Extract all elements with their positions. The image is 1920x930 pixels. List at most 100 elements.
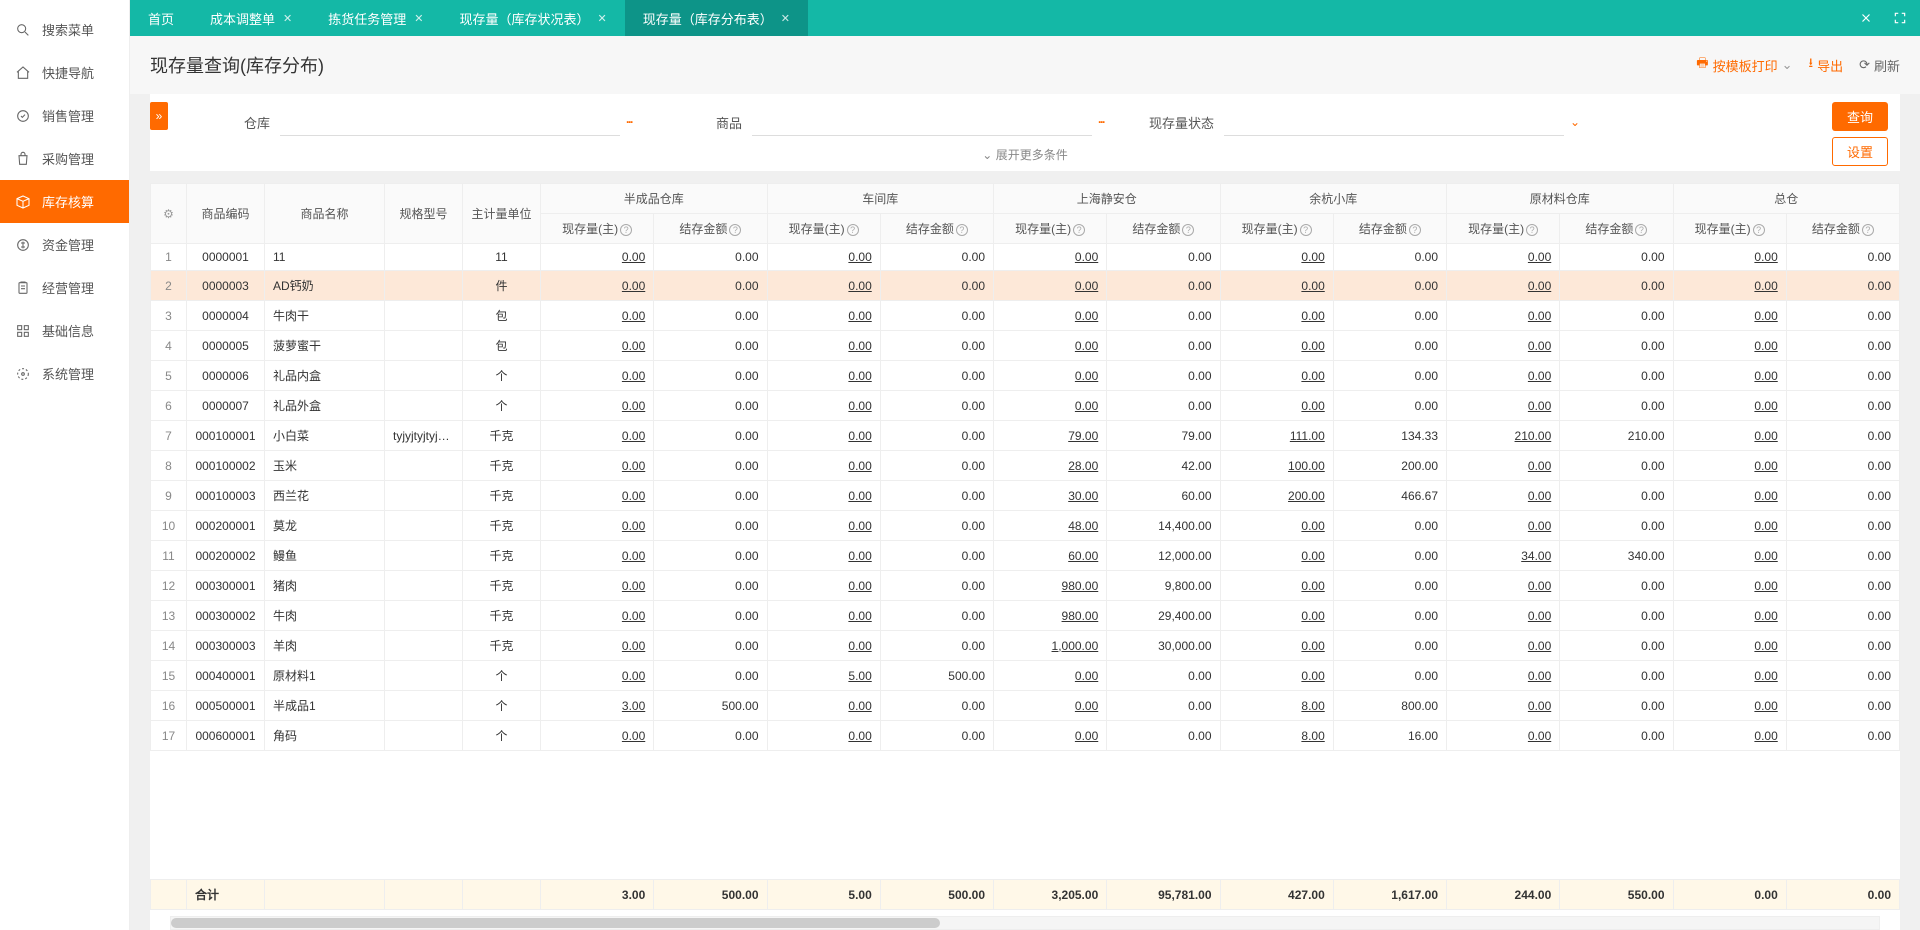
cell-value[interactable]: 0.00 (1447, 511, 1560, 541)
cell-value[interactable]: 0.00 (1220, 601, 1333, 631)
cell-value[interactable]: 0.00 (541, 511, 654, 541)
table-row[interactable]: 14000300003羊肉千克0.000.000.000.001,000.003… (151, 631, 1900, 661)
table-row[interactable]: 13000300002牛肉千克0.000.000.000.00980.0029,… (151, 601, 1900, 631)
cell-value[interactable]: 200.00 (1220, 481, 1333, 511)
cell-value[interactable]: 980.00 (994, 601, 1107, 631)
sidebar-item-search[interactable]: 搜索菜单 (0, 8, 129, 51)
cell-value[interactable]: 0.00 (541, 481, 654, 511)
gear-icon[interactable]: ⚙ (163, 207, 174, 221)
table-row[interactable]: 7000100001小白菜tyjyjtyjtyjdf...千克0.000.000… (151, 421, 1900, 451)
cell-value[interactable]: 0.00 (994, 661, 1107, 691)
cell-value[interactable]: 0.00 (1220, 244, 1333, 271)
cell-value[interactable]: 0.00 (1220, 331, 1333, 361)
cell-value[interactable]: 3.00 (541, 691, 654, 721)
cell-value[interactable]: 0.00 (1673, 391, 1786, 421)
warehouse-picker-icon[interactable]: ··· (626, 115, 632, 129)
cell-value[interactable]: 28.00 (994, 451, 1107, 481)
cell-value[interactable]: 0.00 (1220, 391, 1333, 421)
horizontal-scrollbar[interactable] (170, 916, 1880, 930)
cell-value[interactable]: 0.00 (767, 721, 880, 751)
cell-value[interactable]: 0.00 (1673, 301, 1786, 331)
sidebar-item-clipboard[interactable]: 经营管理 (0, 266, 129, 309)
sidebar-item-coin[interactable]: 资金管理 (0, 223, 129, 266)
close-icon[interactable]: ✕ (283, 12, 292, 25)
cell-value[interactable]: 0.00 (1673, 244, 1786, 271)
cell-value[interactable]: 0.00 (1220, 631, 1333, 661)
cell-value[interactable]: 0.00 (1220, 541, 1333, 571)
cell-value[interactable]: 0.00 (767, 511, 880, 541)
help-icon[interactable]: ? (1300, 224, 1312, 236)
cell-value[interactable]: 0.00 (1673, 721, 1786, 751)
close-icon[interactable]: ✕ (414, 12, 423, 25)
table-row[interactable]: 17000600001角码个0.000.000.000.000.000.008.… (151, 721, 1900, 751)
cell-value[interactable]: 0.00 (1220, 661, 1333, 691)
sidebar-item-grid[interactable]: 基础信息 (0, 309, 129, 352)
cell-value[interactable]: 0.00 (1220, 301, 1333, 331)
cell-value[interactable]: 0.00 (767, 361, 880, 391)
sidebar-item-bag[interactable]: 采购管理 (0, 137, 129, 180)
sidebar-item-home[interactable]: 快捷导航 (0, 51, 129, 94)
cell-value[interactable]: 0.00 (541, 271, 654, 301)
table-row[interactable]: 40000005菠萝蜜干包0.000.000.000.000.000.000.0… (151, 331, 1900, 361)
cell-value[interactable]: 0.00 (1673, 451, 1786, 481)
cell-value[interactable]: 0.00 (767, 301, 880, 331)
cell-value[interactable]: 0.00 (1447, 331, 1560, 361)
cell-value[interactable]: 0.00 (994, 721, 1107, 751)
cell-value[interactable]: 5.00 (767, 661, 880, 691)
cell-value[interactable]: 0.00 (1673, 571, 1786, 601)
cell-value[interactable]: 0.00 (1447, 361, 1560, 391)
cell-value[interactable]: 0.00 (767, 541, 880, 571)
status-dropdown-icon[interactable]: ⌄ (1570, 115, 1580, 129)
cell-value[interactable]: 0.00 (994, 271, 1107, 301)
table-row[interactable]: 30000004牛肉干包0.000.000.000.000.000.000.00… (151, 301, 1900, 331)
tab-fullscreen-icon[interactable] (1888, 6, 1912, 30)
cell-value[interactable]: 0.00 (767, 271, 880, 301)
cell-value[interactable]: 0.00 (1673, 481, 1786, 511)
cell-value[interactable]: 0.00 (541, 331, 654, 361)
refresh-button[interactable]: ⟳ 刷新 (1859, 56, 1900, 75)
help-icon[interactable]: ? (956, 224, 968, 236)
product-picker-icon[interactable]: ··· (1098, 115, 1104, 129)
help-icon[interactable]: ? (1526, 224, 1538, 236)
cell-value[interactable]: 0.00 (1673, 601, 1786, 631)
cell-value[interactable]: 0.00 (1220, 571, 1333, 601)
cell-value[interactable]: 0.00 (767, 391, 880, 421)
cell-value[interactable]: 0.00 (767, 571, 880, 601)
cell-value[interactable]: 0.00 (767, 691, 880, 721)
cell-value[interactable]: 0.00 (541, 421, 654, 451)
cell-value[interactable]: 0.00 (541, 301, 654, 331)
cell-value[interactable]: 0.00 (1447, 721, 1560, 751)
settings-button[interactable]: 设置 (1832, 137, 1888, 166)
cell-value[interactable]: 0.00 (541, 451, 654, 481)
cell-value[interactable]: 0.00 (1220, 361, 1333, 391)
cell-value[interactable]: 0.00 (541, 391, 654, 421)
cell-value[interactable]: 0.00 (541, 601, 654, 631)
cell-value[interactable]: 0.00 (1447, 661, 1560, 691)
cell-value[interactable]: 0.00 (1673, 421, 1786, 451)
query-button[interactable]: 查询 (1832, 102, 1888, 131)
cell-value[interactable]: 0.00 (994, 691, 1107, 721)
help-icon[interactable]: ? (729, 224, 741, 236)
cell-value[interactable]: 0.00 (541, 541, 654, 571)
help-icon[interactable]: ? (620, 224, 632, 236)
cell-value[interactable]: 30.00 (994, 481, 1107, 511)
cell-value[interactable]: 34.00 (1447, 541, 1560, 571)
cell-value[interactable]: 0.00 (767, 481, 880, 511)
close-icon[interactable]: ✕ (781, 12, 790, 25)
cell-value[interactable]: 111.00 (1220, 421, 1333, 451)
cell-value[interactable]: 0.00 (767, 631, 880, 661)
cell-value[interactable]: 0.00 (994, 301, 1107, 331)
close-icon[interactable]: ✕ (598, 12, 607, 25)
help-icon[interactable]: ? (847, 224, 859, 236)
cell-value[interactable]: 100.00 (1220, 451, 1333, 481)
status-input[interactable] (1224, 108, 1564, 136)
help-icon[interactable]: ? (1635, 224, 1647, 236)
cell-value[interactable]: 0.00 (1673, 661, 1786, 691)
table-row[interactable]: 8000100002玉米千克0.000.000.000.0028.0042.00… (151, 451, 1900, 481)
cell-value[interactable]: 0.00 (541, 361, 654, 391)
tab-close-all-icon[interactable] (1854, 6, 1878, 30)
cell-value[interactable]: 980.00 (994, 571, 1107, 601)
table-row[interactable]: 20000003AD钙奶件0.000.000.000.000.000.000.0… (151, 271, 1900, 301)
table-row[interactable]: 12000300001猪肉千克0.000.000.000.00980.009,8… (151, 571, 1900, 601)
cell-value[interactable]: 1,000.00 (994, 631, 1107, 661)
